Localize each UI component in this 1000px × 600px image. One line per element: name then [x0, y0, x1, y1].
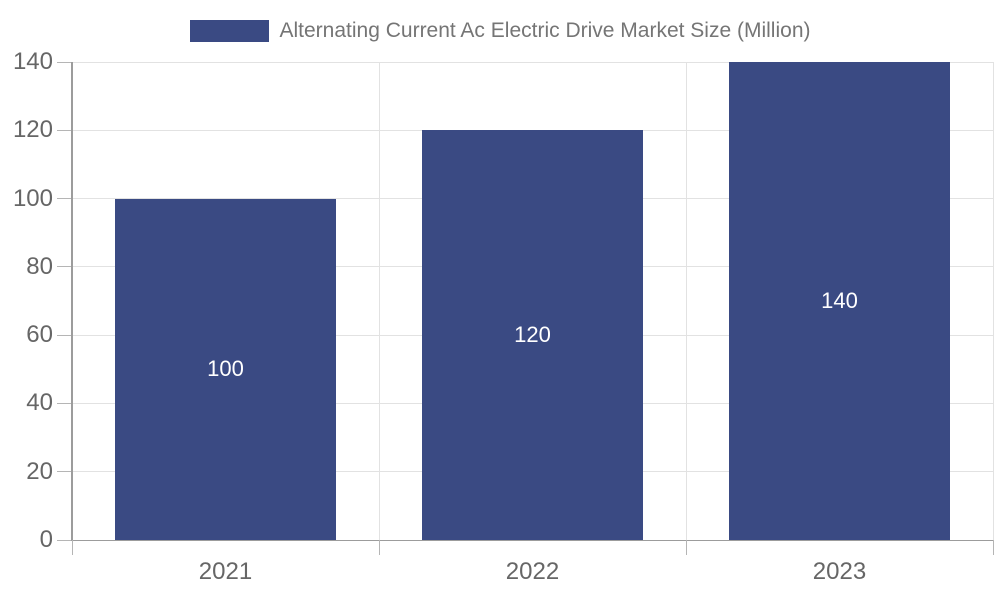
bar-value-label: 100 [207, 356, 244, 382]
y-axis-tick [57, 539, 71, 541]
legend-swatch [189, 20, 269, 42]
legend-label: Alternating Current Ac Electric Drive Ma… [279, 19, 811, 42]
x-axis-tick [71, 540, 73, 555]
legend[interactable]: Alternating Current Ac Electric Drive Ma… [0, 17, 1000, 45]
y-axis-tick [57, 402, 71, 404]
y-axis-tick-label: 60 [26, 321, 53, 349]
y-axis-tick-label: 80 [26, 252, 53, 280]
y-axis-tick [57, 61, 71, 63]
y-axis-tick [57, 266, 71, 268]
x-axis-tick-label: 2023 [812, 558, 867, 585]
bar-value-label: 140 [821, 288, 858, 313]
gridline-vertical [378, 62, 380, 540]
x-axis-tick [378, 540, 380, 555]
y-axis-tick-label: 0 [39, 526, 53, 553]
bar-2021[interactable]: 100 [114, 198, 336, 540]
y-axis-tick-label: 120 [12, 116, 53, 144]
bar-2023[interactable]: 140 [728, 62, 950, 540]
gridline-horizontal [72, 61, 993, 63]
gridline-vertical [992, 62, 994, 540]
x-axis-tick-label: 2022 [505, 558, 560, 585]
y-axis-tick-label: 40 [26, 389, 53, 417]
x-axis-tick-label: 2021 [198, 558, 253, 585]
x-axis-tick [685, 540, 687, 555]
bar-2022[interactable]: 120 [421, 130, 643, 540]
y-axis-tick [57, 471, 71, 473]
y-axis-tick [57, 334, 71, 336]
y-axis-line [71, 62, 73, 540]
x-axis-tick [992, 540, 994, 555]
y-axis-tick [57, 198, 71, 200]
gridline-vertical [685, 62, 687, 540]
x-axis-line [71, 539, 993, 541]
y-axis-tick [57, 129, 71, 131]
y-axis-tick-label: 100 [12, 184, 53, 212]
y-axis-tick-label: 20 [26, 457, 53, 485]
y-axis-tick-label: 140 [12, 48, 53, 75]
bar-value-label: 120 [514, 322, 551, 348]
